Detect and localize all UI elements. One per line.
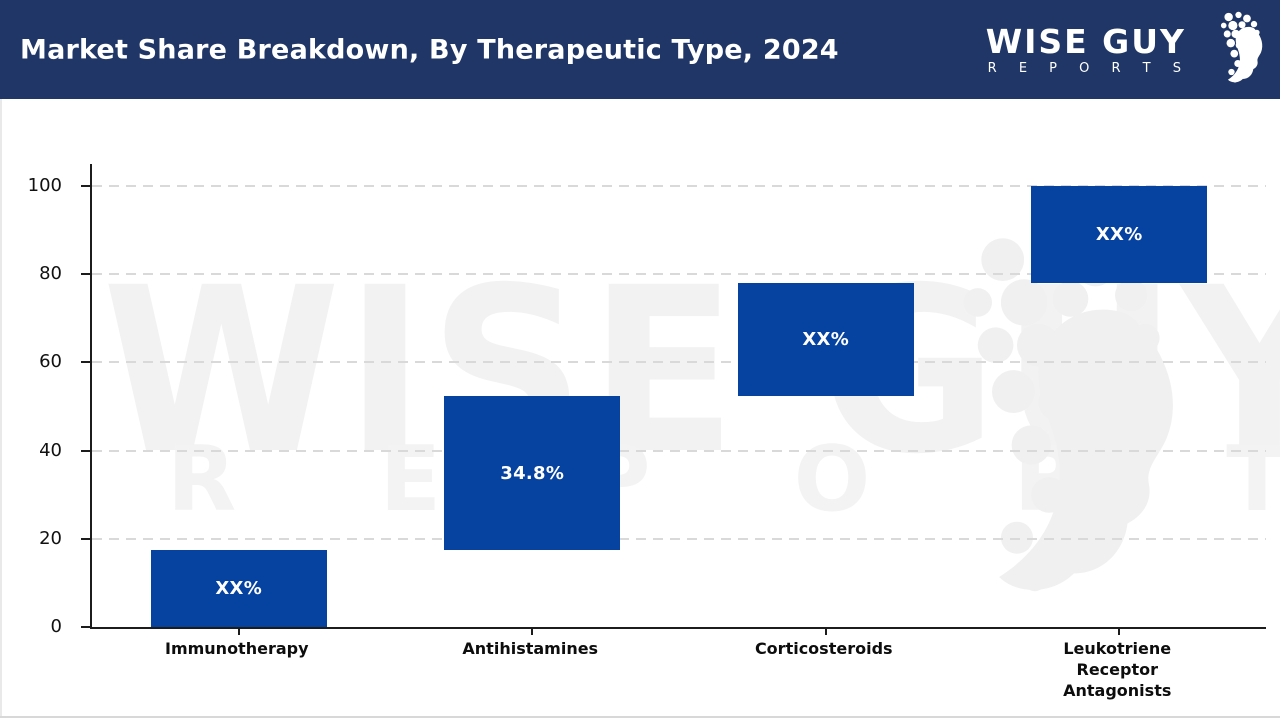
y-tick-label: 20: [39, 527, 62, 549]
x-tick: [1118, 627, 1121, 635]
y-tick: [81, 537, 90, 540]
y-tick-label: 0: [50, 616, 62, 637]
y-tick: [81, 449, 90, 452]
y-gridline: [92, 361, 1266, 364]
y-tick-label: 60: [39, 351, 62, 373]
y-tick-label: 40: [39, 439, 62, 461]
bar-value-label: 34.8%: [500, 462, 565, 484]
brand-subtitle: R E P O R T S: [987, 61, 1190, 76]
x-tick: [824, 627, 827, 635]
brand-name: WISE GUY: [985, 22, 1186, 61]
y-gridline: [92, 449, 1266, 452]
y-tick: [81, 185, 90, 188]
page-title: Market Share Breakdown, By Therapeutic T…: [20, 34, 839, 65]
y-gridline: [92, 537, 1266, 540]
brand-wordmark: WISE GUY R E P O R T S: [982, 25, 1190, 75]
y-gridline: [92, 273, 1266, 276]
bar-value-label: XX%: [215, 577, 263, 599]
y-gridline: [92, 185, 1266, 188]
bar: XX%: [1031, 186, 1208, 283]
chart-plot-area: XX% 34.8% XX% XX%: [81, 164, 1266, 635]
x-tick: [531, 627, 534, 635]
y-tick-label: 80: [39, 263, 62, 285]
bar: XX%: [150, 549, 327, 627]
x-axis-labels: Immunotherapy Antihistamines Corticosteroi…: [90, 639, 1264, 709]
x-category-label: Leukotriene Receptor Antagonists: [1063, 639, 1172, 700]
y-tick: [81, 361, 90, 364]
bottom-divider: [0, 716, 1280, 718]
y-tick: [81, 273, 90, 276]
x-category-label: Immunotherapy: [164, 639, 309, 658]
x-category-label: Corticosteroids: [754, 639, 893, 658]
y-tick-label: 100: [27, 175, 62, 197]
y-tick: [81, 626, 90, 628]
bar-value-label: XX%: [1095, 223, 1143, 245]
x-category-label: Antihistamines: [462, 639, 599, 658]
brand-logo: WISE GUY R E P O R T S: [982, 6, 1266, 94]
x-tick: [237, 627, 240, 635]
bar-value-label: XX%: [802, 329, 850, 350]
header-bar: Market Share Breakdown, By Therapeutic T…: [0, 0, 1280, 99]
bar: 34.8%: [444, 396, 621, 550]
y-axis-labels: 0 20 40 60 80 100: [2, 164, 78, 636]
bar: XX%: [737, 282, 914, 397]
wise-guy-head-icon: [1192, 10, 1266, 91]
